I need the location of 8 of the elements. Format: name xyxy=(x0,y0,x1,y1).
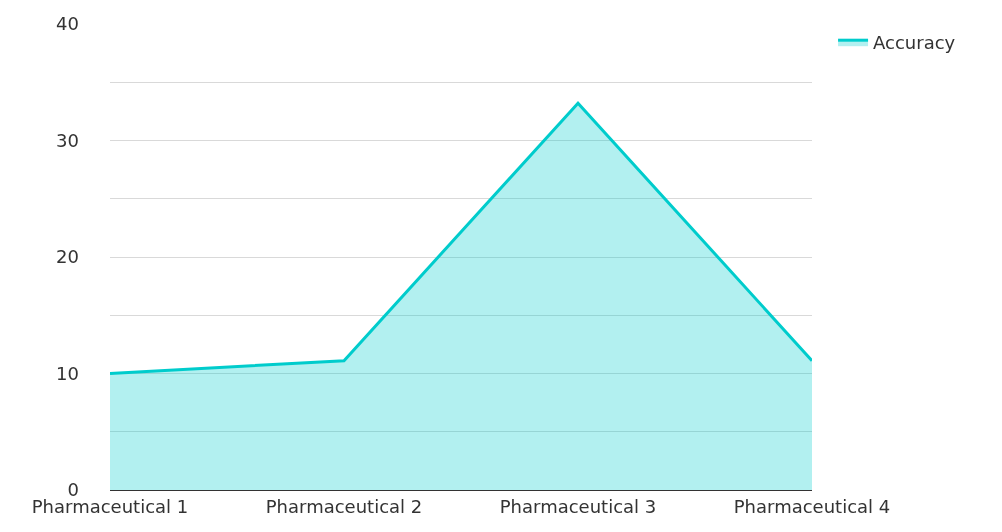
x-tick-label: Pharmaceutical 3 xyxy=(499,495,657,517)
legend-label: Accuracy xyxy=(873,32,956,54)
x-tick-label: Pharmaceutical 2 xyxy=(265,495,423,517)
y-tick-label: 40 xyxy=(56,13,79,35)
y-tick-label: 30 xyxy=(56,129,79,151)
y-tick-label: 20 xyxy=(56,246,79,268)
x-tick-label: Pharmaceutical 4 xyxy=(733,495,891,517)
y-tick-label: 10 xyxy=(56,362,79,384)
